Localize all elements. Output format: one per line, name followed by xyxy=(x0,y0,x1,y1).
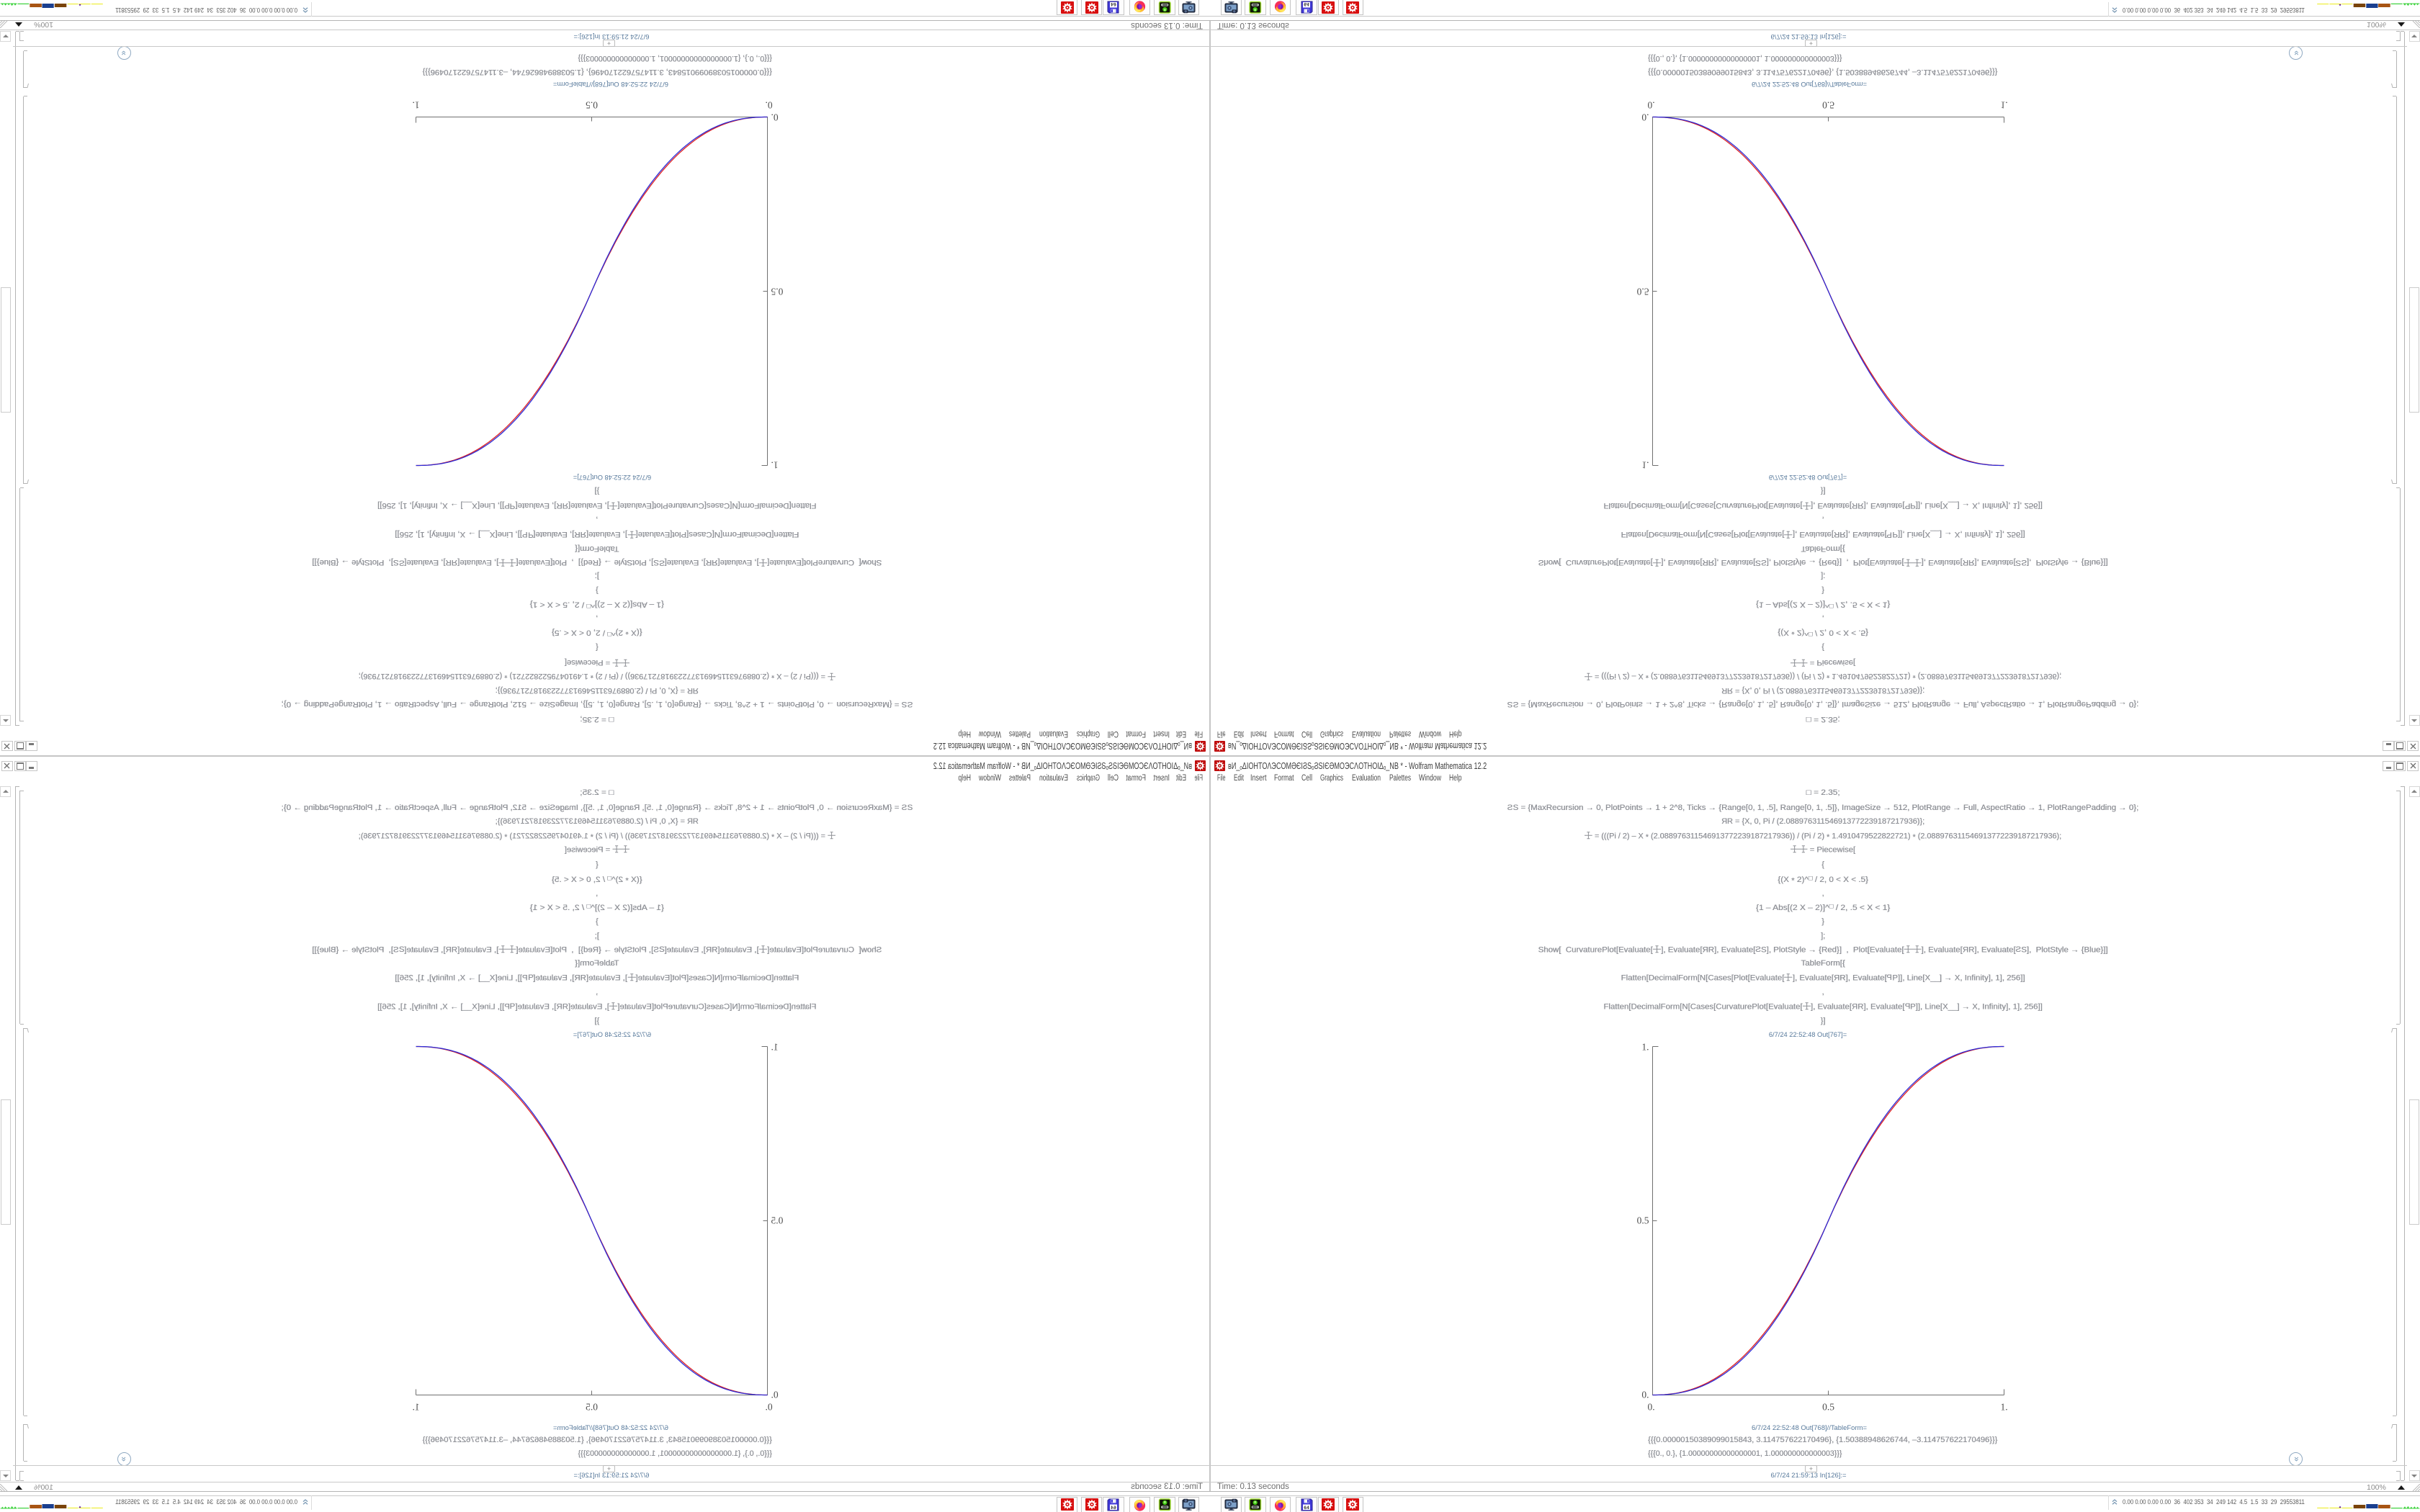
svg-text:1.: 1. xyxy=(771,460,779,471)
svg-text:0.: 0. xyxy=(765,1402,772,1413)
svg-text:1.: 1. xyxy=(771,1042,779,1053)
svg-text:1.: 1. xyxy=(2000,1402,2007,1413)
svg-text:1.: 1. xyxy=(412,100,419,111)
svg-text:0.5: 0.5 xyxy=(1637,287,1649,297)
svg-text:64: 64 xyxy=(1111,1506,1116,1511)
svg-text:0.5: 0.5 xyxy=(771,1215,783,1226)
svg-text:0.5: 0.5 xyxy=(586,1402,598,1413)
svg-text:0.: 0. xyxy=(1647,1402,1654,1413)
svg-text:0.: 0. xyxy=(1647,100,1654,111)
svg-text:64: 64 xyxy=(1304,1,1309,6)
svg-text:1.: 1. xyxy=(1641,460,1649,471)
svg-text:0.: 0. xyxy=(765,100,772,111)
svg-text:0.5: 0.5 xyxy=(771,287,783,297)
svg-text:0.: 0. xyxy=(1641,112,1649,123)
svg-text:0.5: 0.5 xyxy=(1637,1215,1649,1226)
svg-text:1.: 1. xyxy=(412,1402,419,1413)
svg-text:64: 64 xyxy=(1111,1,1116,6)
svg-text:0.: 0. xyxy=(771,1390,779,1400)
svg-text:0.: 0. xyxy=(1641,1390,1649,1400)
svg-text:64: 64 xyxy=(1304,1506,1309,1511)
svg-text:0.5: 0.5 xyxy=(1822,1402,1834,1413)
svg-text:1.: 1. xyxy=(1641,1042,1649,1053)
svg-text:0.5: 0.5 xyxy=(586,100,598,111)
svg-text:0.: 0. xyxy=(771,112,779,123)
svg-text:0.5: 0.5 xyxy=(1822,100,1834,111)
svg-text:1.: 1. xyxy=(2000,100,2007,111)
